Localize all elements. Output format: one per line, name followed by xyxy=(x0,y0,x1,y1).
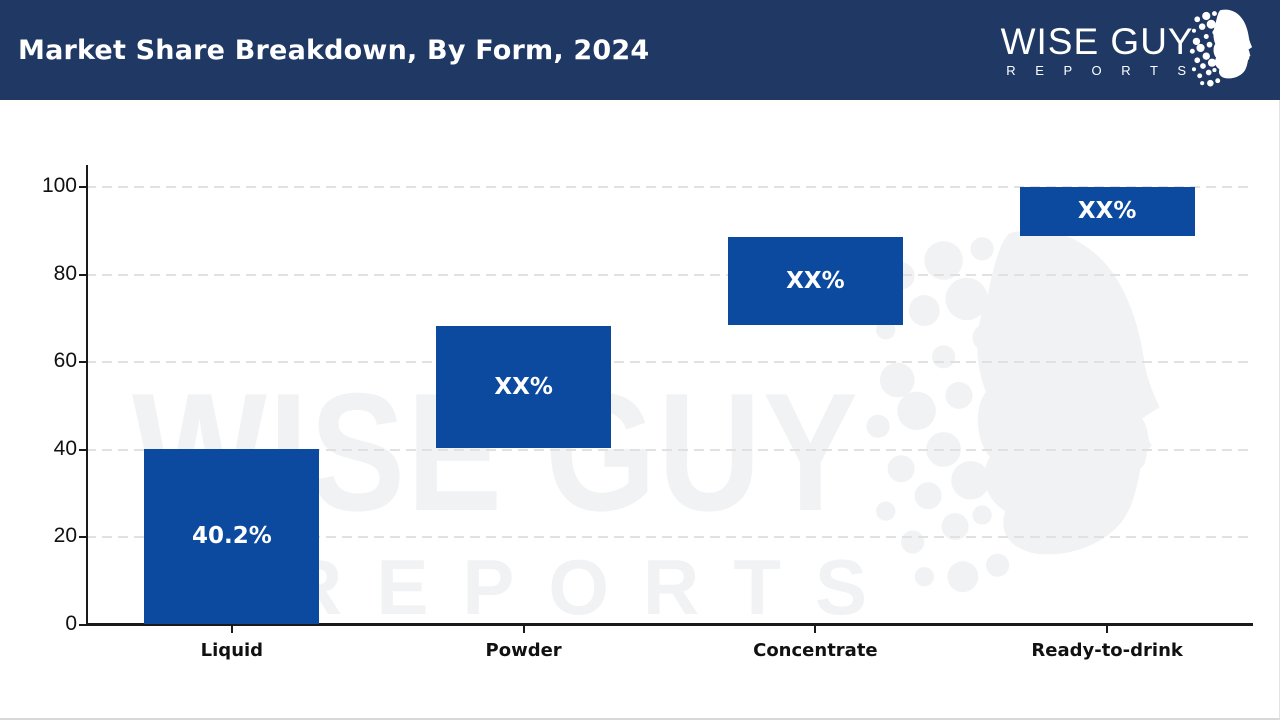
chart-title: Market Share Breakdown, By Form, 2024 xyxy=(18,34,650,66)
header-bar: Market Share Breakdown, By Form, 2024 WI… xyxy=(0,0,1280,100)
gridline-40 xyxy=(86,448,1253,451)
x-tick-label-3: Ready-to-drink xyxy=(1031,640,1183,661)
y-tick-label-0: 0 xyxy=(65,612,77,635)
bar-value-label: 40.2% xyxy=(191,523,272,550)
y-axis-line xyxy=(86,165,88,625)
logo-wordmark-block: WISE GUY R E P O R T S xyxy=(1000,23,1194,78)
bar-powder: XX% xyxy=(436,326,612,448)
y-tick-mark-60 xyxy=(79,361,86,364)
watermark-subtext: REPORTS xyxy=(286,543,902,631)
wiseguy-logo: WISE GUY R E P O R T S xyxy=(1000,7,1264,93)
y-tick-label-60: 60 xyxy=(53,349,77,373)
bar-value-label: XX% xyxy=(1077,198,1137,225)
bar-liquid: 40.2% xyxy=(144,448,320,624)
logo-subtext: R E P O R T S xyxy=(1006,62,1194,78)
y-tick-mark-40 xyxy=(79,448,86,451)
gridline-100 xyxy=(86,186,1253,188)
x-axis-line xyxy=(86,623,1253,626)
logo-wordmark: WISE GUY xyxy=(1000,20,1194,62)
y-tick-mark-80 xyxy=(79,273,86,276)
y-tick-mark-0 xyxy=(79,624,86,626)
y-tick-label-100: 100 xyxy=(41,174,77,197)
x-tick-label-0: Liquid xyxy=(200,640,264,661)
y-tick-mark-20 xyxy=(79,536,86,539)
x-tick-mark-0 xyxy=(230,626,233,633)
y-tick-label-20: 20 xyxy=(53,524,77,548)
x-tick-mark-2 xyxy=(814,626,817,633)
logo-face-icon xyxy=(1189,9,1253,87)
bar-ready-to-drink: XX% xyxy=(1019,187,1195,236)
bar-value-label: XX% xyxy=(786,268,845,295)
x-tick-label-1: Powder xyxy=(485,640,562,661)
gridline-60 xyxy=(86,361,1253,364)
bar-concentrate: XX% xyxy=(727,236,903,326)
bar-value-label: XX% xyxy=(494,374,553,401)
x-tick-mark-1 xyxy=(522,626,525,633)
x-tick-label-2: Concentrate xyxy=(753,640,878,661)
x-tick-mark-3 xyxy=(1106,626,1109,633)
y-tick-label-40: 40 xyxy=(53,436,77,460)
y-tick-label-80: 80 xyxy=(53,261,77,285)
gridline-80 xyxy=(86,273,1253,276)
y-tick-mark-100 xyxy=(79,186,86,188)
gridline-20 xyxy=(86,536,1253,539)
